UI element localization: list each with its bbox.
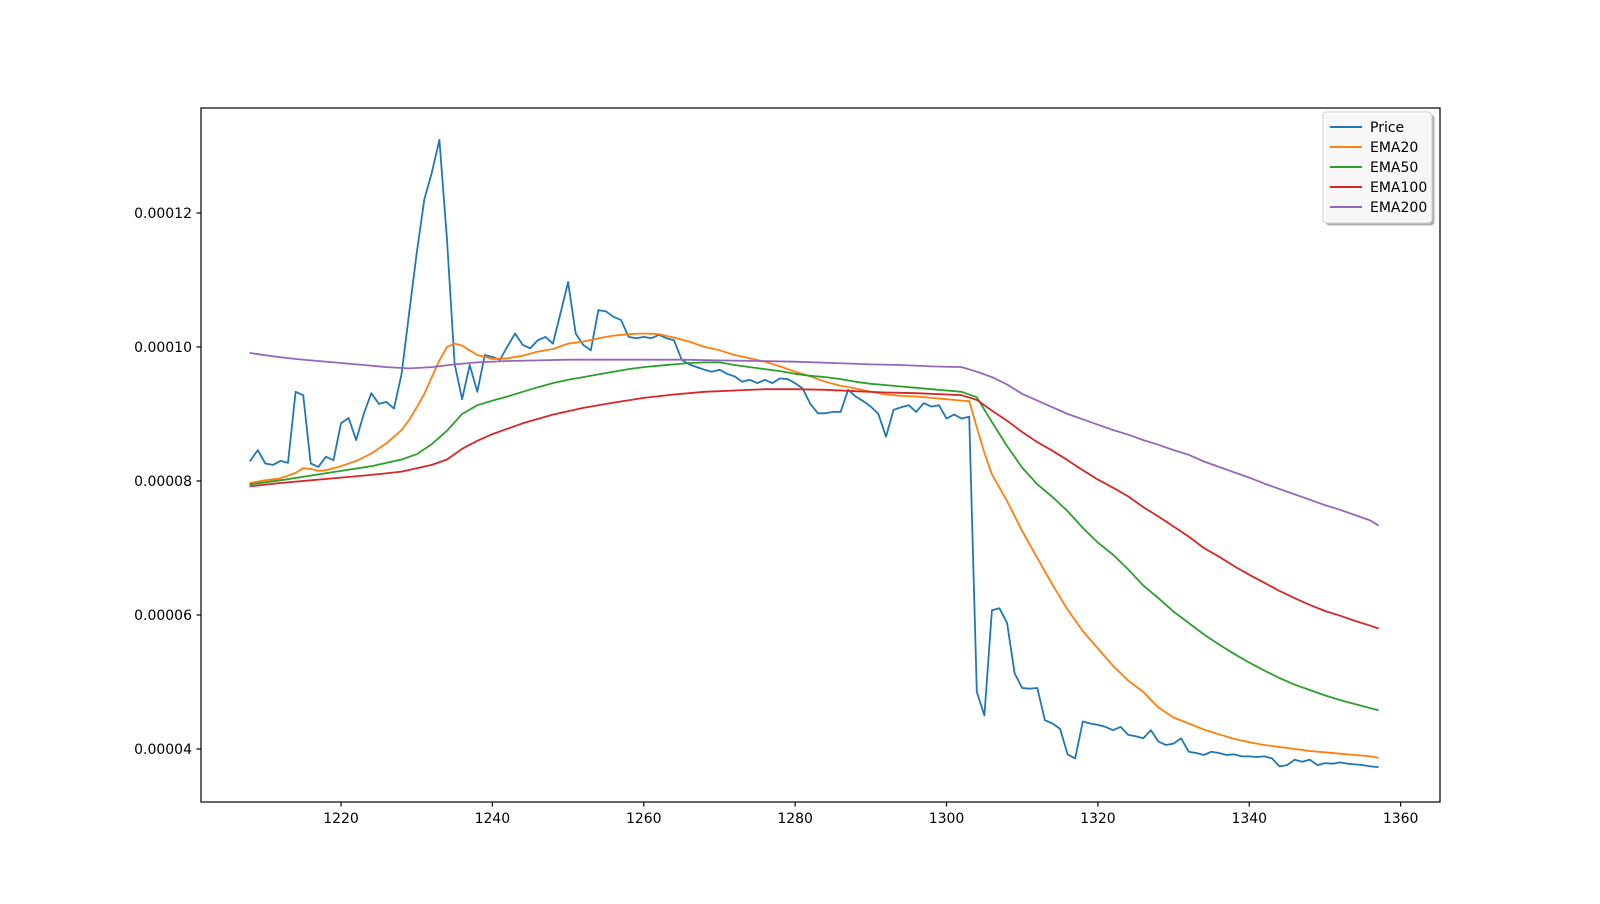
legend-label-price: Price bbox=[1370, 120, 1404, 136]
x-tick-label: 1220 bbox=[323, 811, 359, 827]
plot-frame bbox=[200, 107, 1441, 803]
y-axis: 0.00004 0.00006 0.00008 0.00010 0.00012 bbox=[134, 206, 201, 758]
x-tick-label: 1280 bbox=[777, 811, 813, 827]
legend-label-ema200: EMA200 bbox=[1370, 200, 1427, 216]
y-tick-label: 0.00004 bbox=[134, 742, 192, 758]
x-tick-label: 1300 bbox=[929, 811, 965, 827]
y-tick-label: 0.00012 bbox=[134, 206, 192, 222]
x-axis: 1220 1240 1260 1280 1300 1320 1340 1360 bbox=[323, 802, 1418, 827]
x-tick-label: 1320 bbox=[1080, 811, 1116, 827]
series-group bbox=[249, 138, 1379, 768]
legend-label-ema100: EMA100 bbox=[1370, 180, 1427, 196]
y-tick-label: 0.00006 bbox=[134, 608, 192, 624]
series-line-price bbox=[249, 138, 1379, 768]
series-line-ema20 bbox=[249, 332, 1379, 759]
y-tick-label: 0.00010 bbox=[134, 340, 192, 356]
series-line-ema50 bbox=[249, 361, 1379, 711]
legend-label-ema50: EMA50 bbox=[1370, 160, 1418, 176]
x-tick-label: 1360 bbox=[1383, 811, 1419, 827]
legend-label-ema20: EMA20 bbox=[1370, 140, 1418, 156]
legend-box bbox=[1322, 111, 1433, 224]
x-tick-label: 1240 bbox=[475, 811, 511, 827]
x-tick-label: 1340 bbox=[1231, 811, 1267, 827]
series-line-ema200 bbox=[249, 352, 1379, 527]
y-tick-label: 0.00008 bbox=[134, 474, 192, 490]
x-tick-label: 1260 bbox=[626, 811, 662, 827]
series-line-ema100 bbox=[249, 388, 1379, 630]
legend: Price EMA20 EMA50 EMA100 EMA200 bbox=[1322, 111, 1435, 226]
